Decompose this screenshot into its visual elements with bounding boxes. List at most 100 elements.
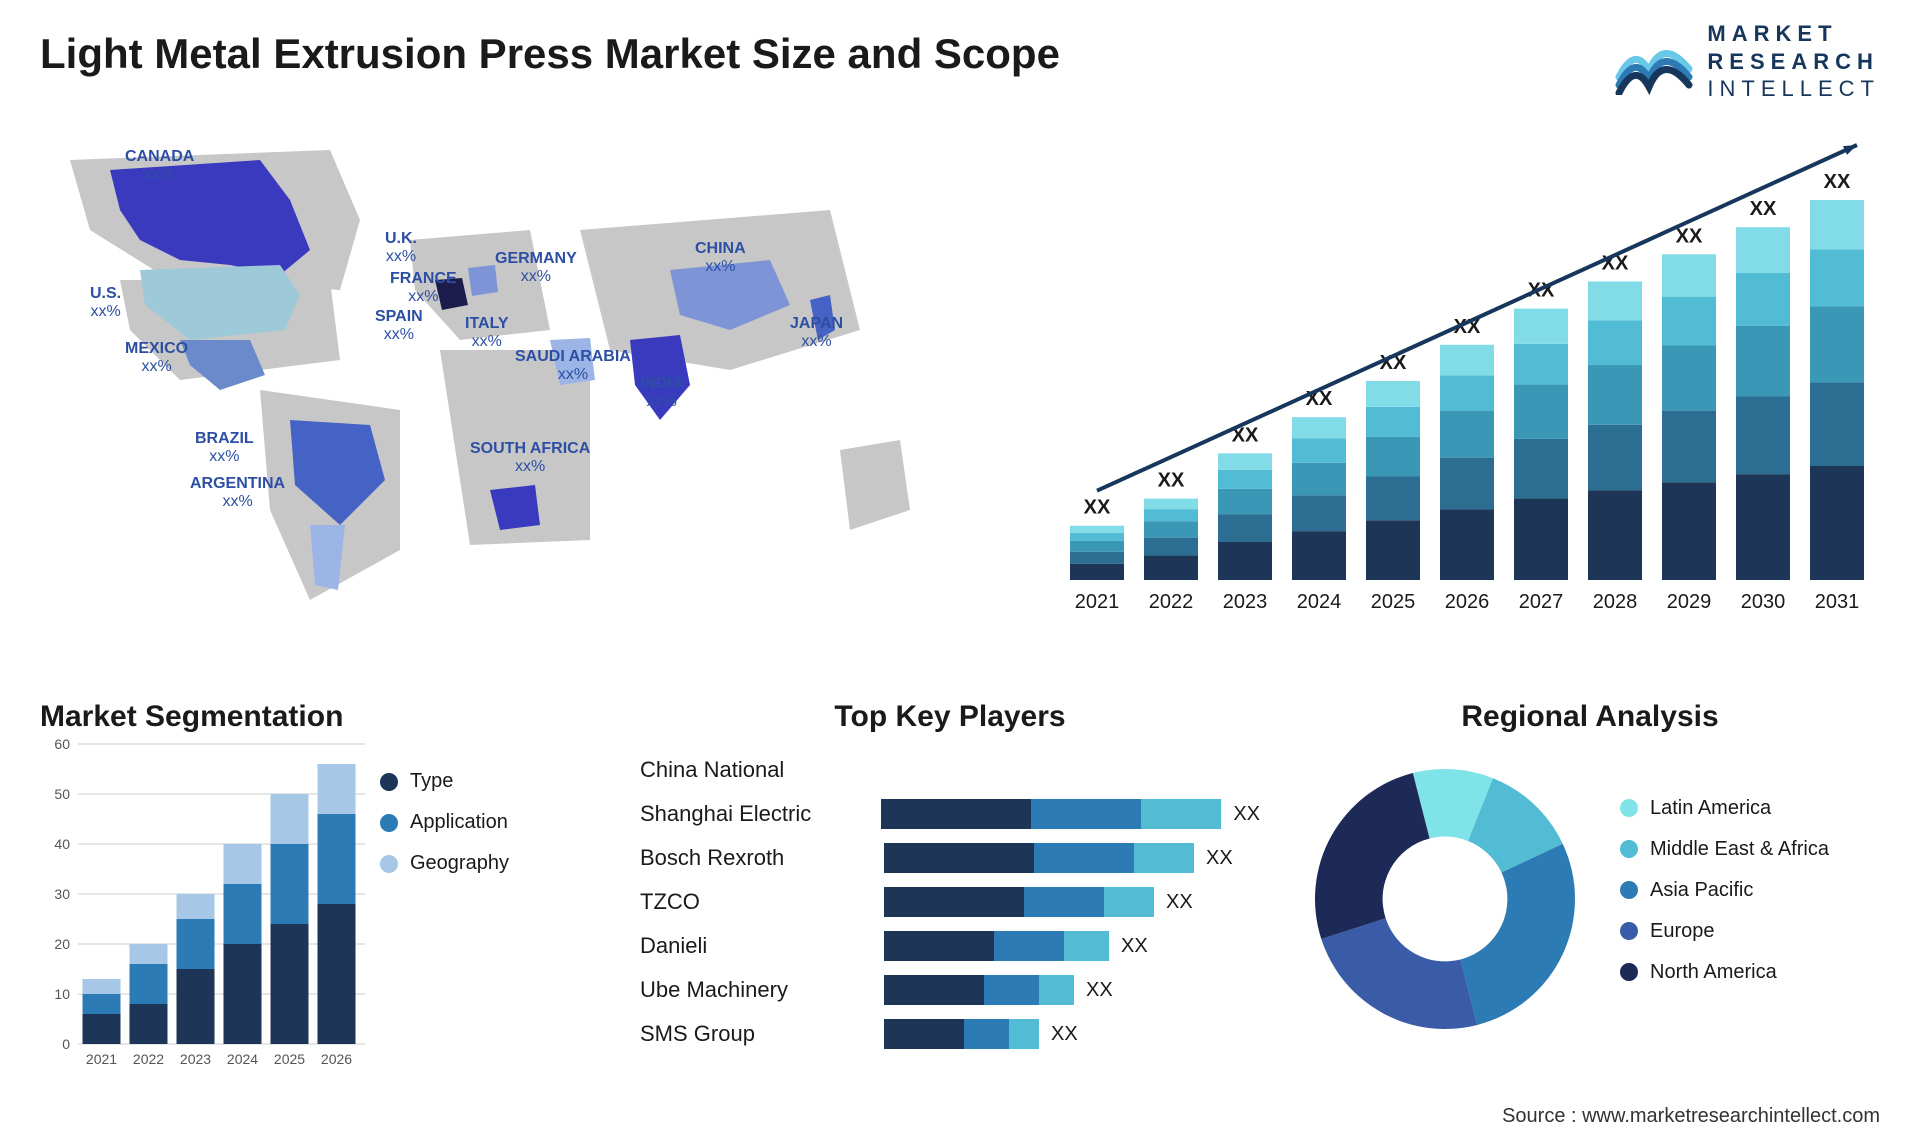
player-bar [884, 975, 1074, 1005]
growth-bar-seg [1662, 345, 1716, 410]
player-bar-seg [984, 975, 1039, 1005]
player-bar-seg [1104, 887, 1154, 917]
player-row: Shanghai ElectricXX [640, 792, 1260, 836]
player-bar [884, 1019, 1039, 1049]
player-label: Bosch Rexroth [640, 845, 870, 871]
regional-legend-item: Asia Pacific [1620, 879, 1829, 902]
seg-bar-seg [271, 924, 309, 1044]
growth-bar-seg [1440, 411, 1494, 458]
growth-bar-seg [1070, 564, 1124, 580]
legend-dot-icon [1620, 922, 1638, 940]
map-label-france: FRANCExx% [390, 270, 457, 307]
seg-bar-seg [318, 764, 356, 814]
map-label-us: U.S.xx% [90, 285, 121, 322]
page-title: Light Metal Extrusion Press Market Size … [40, 30, 1060, 78]
legend-label: Europe [1650, 920, 1715, 943]
growth-bar-seg [1810, 466, 1864, 580]
player-bar-seg [1064, 931, 1109, 961]
legend-dot-icon [1620, 881, 1638, 899]
growth-bar-seg [1810, 200, 1864, 249]
seg-bar-seg [318, 814, 356, 904]
growth-bar-seg [1070, 526, 1124, 533]
seg-bar-seg [83, 979, 121, 994]
segmentation-legend: TypeApplicationGeography [380, 770, 509, 893]
growth-bar-seg [1440, 458, 1494, 510]
source-attribution: Source : www.marketresearchintellect.com [1502, 1105, 1880, 1128]
map-label-argentina: ARGENTINAxx% [190, 475, 285, 512]
player-label: China National [640, 757, 870, 783]
segmentation-chart: 0102030405060202120222023202420252026 [40, 734, 370, 1074]
player-row: China National [640, 748, 1260, 792]
growth-year-label: 2025 [1371, 591, 1416, 613]
seg-bar-seg [224, 844, 262, 884]
player-bar-seg [1039, 975, 1074, 1005]
growth-bar-seg [1588, 425, 1642, 491]
player-bar [884, 931, 1109, 961]
growth-bar-seg [1144, 499, 1198, 510]
seg-bar-seg [271, 844, 309, 924]
player-label: Ube Machinery [640, 977, 870, 1003]
growth-bar-seg [1588, 490, 1642, 580]
regional-legend-item: Middle East & Africa [1620, 838, 1829, 861]
svg-text:20: 20 [54, 936, 70, 952]
growth-bar-seg [1218, 453, 1272, 469]
svg-text:2021: 2021 [86, 1051, 117, 1067]
growth-bar-seg [1144, 509, 1198, 521]
player-label: Danieli [640, 933, 870, 959]
player-bar-seg [1034, 843, 1134, 873]
svg-text:50: 50 [54, 786, 70, 802]
player-bar-seg [994, 931, 1064, 961]
player-value-label: XX [1051, 1023, 1078, 1046]
player-value-label: XX [1121, 935, 1148, 958]
regional-legend-item: North America [1620, 961, 1829, 984]
player-value-label: XX [1233, 803, 1260, 826]
growth-bar-seg [1292, 531, 1346, 580]
regional-analysis-section: Regional Analysis Latin AmericaMiddle Ea… [1300, 700, 1880, 1044]
logo-waves-icon [1615, 27, 1693, 95]
player-row: SMS GroupXX [640, 1012, 1260, 1056]
player-bar-seg [1009, 1019, 1039, 1049]
legend-dot-icon [380, 773, 398, 791]
map-label-southafrica: SOUTH AFRICAxx% [470, 440, 590, 477]
map-label-mexico: MEXICOxx% [125, 340, 188, 377]
players-chart: China NationalShanghai ElectricXXBosch R… [640, 748, 1260, 1056]
growth-bar-seg [1588, 365, 1642, 425]
legend-dot-icon [380, 855, 398, 873]
player-bar-seg [884, 1019, 964, 1049]
growth-bar-seg [1366, 437, 1420, 477]
growth-year-label: 2024 [1297, 591, 1342, 613]
map-country-germany [468, 265, 498, 296]
player-row: Bosch RexrothXX [640, 836, 1260, 880]
growth-year-label: 2027 [1519, 591, 1564, 613]
map-label-saudiarabia: SAUDI ARABIAxx% [515, 348, 631, 385]
growth-bar-seg [1366, 407, 1420, 437]
player-bar [884, 843, 1194, 873]
player-bar-seg [884, 887, 1024, 917]
growth-bar-label: XX [1676, 225, 1703, 247]
growth-bar-seg [1736, 273, 1790, 326]
growth-bar-seg [1514, 309, 1568, 344]
map-country-mexico [180, 340, 265, 390]
player-value-label: XX [1166, 891, 1193, 914]
map-label-india: INDIAxx% [640, 375, 684, 412]
player-row: Ube MachineryXX [640, 968, 1260, 1012]
growth-bar-seg [1144, 538, 1198, 556]
growth-bar-seg [1440, 345, 1494, 376]
svg-text:0: 0 [62, 1036, 70, 1052]
legend-dot-icon [1620, 963, 1638, 981]
regional-legend: Latin AmericaMiddle East & AfricaAsia Pa… [1620, 797, 1829, 1002]
player-row: TZCOXX [640, 880, 1260, 924]
seg-legend-item: Geography [380, 852, 509, 875]
growth-bar-label: XX [1824, 171, 1851, 193]
growth-bar-seg [1366, 520, 1420, 580]
growth-bar-seg [1810, 306, 1864, 382]
map-label-brazil: BRAZILxx% [195, 430, 254, 467]
growth-year-label: 2021 [1075, 591, 1120, 613]
growth-bar-seg [1218, 514, 1272, 542]
growth-bar-seg [1514, 439, 1568, 499]
seg-bar-seg [177, 894, 215, 919]
world-map: CANADAxx%U.S.xx%MEXICOxx%BRAZILxx%ARGENT… [30, 130, 930, 650]
player-bar-seg [1134, 843, 1194, 873]
growth-bar-seg [1440, 509, 1494, 580]
player-bar-seg [881, 799, 1031, 829]
